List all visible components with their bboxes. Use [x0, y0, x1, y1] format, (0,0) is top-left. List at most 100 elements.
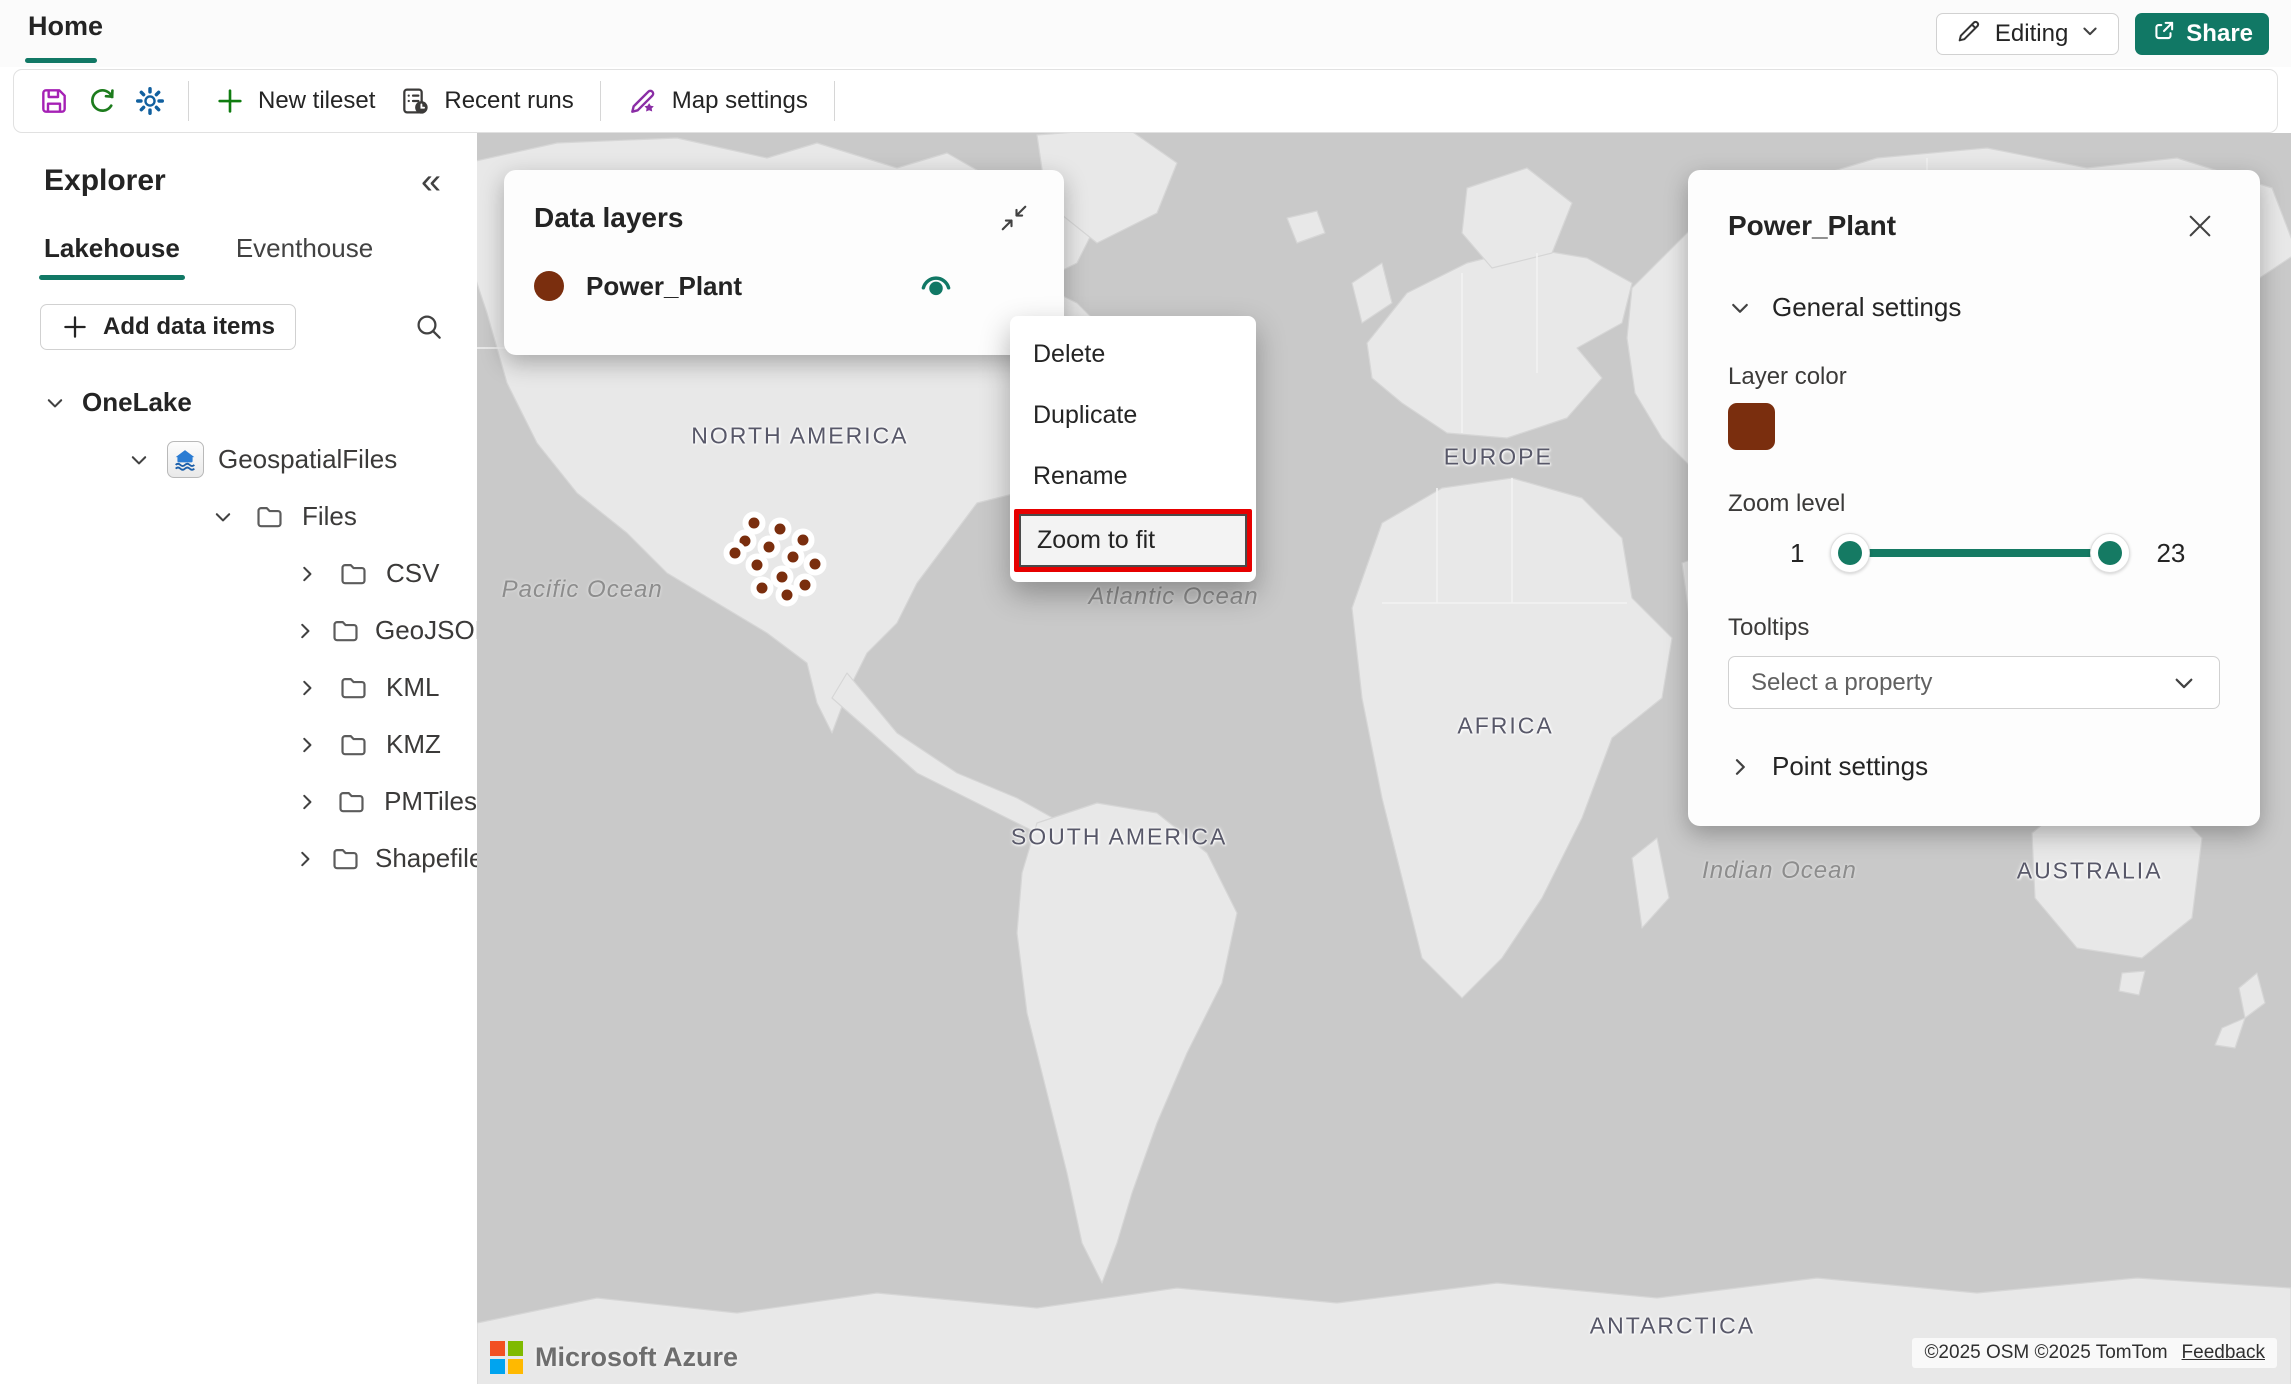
- collapse-panel-icon[interactable]: «: [420, 160, 441, 201]
- tree-item[interactable]: PMTiles: [0, 773, 477, 830]
- search-icon: [417, 315, 441, 339]
- chevron-icon[interactable]: [294, 620, 316, 642]
- chevron-icon[interactable]: [294, 563, 320, 585]
- layer-visibility-button[interactable]: [916, 266, 956, 306]
- feedback-link[interactable]: Feedback: [2181, 1342, 2265, 1363]
- context-menu-item[interactable]: Duplicate: [1015, 385, 1251, 446]
- main-content: Explorer « Lakehouse Eventhouse Add data…: [0, 133, 2291, 1384]
- landmass-iceland: [1286, 210, 1326, 244]
- context-menu-item-label: Rename: [1033, 462, 1128, 490]
- general-settings-section[interactable]: General settings: [1728, 292, 2220, 323]
- gear-icon: [136, 87, 164, 115]
- chevron-icon[interactable]: [210, 506, 236, 528]
- map-point[interactable]: [757, 535, 781, 559]
- context-menu-item[interactable]: Rename: [1015, 446, 1251, 507]
- slider-thumb-min[interactable]: [1830, 533, 1871, 573]
- close-button[interactable]: [2180, 206, 2220, 246]
- recent-runs-button[interactable]: Recent runs: [387, 77, 585, 125]
- top-header: Home Editing Share: [0, 0, 2291, 67]
- map-point[interactable]: [775, 583, 799, 607]
- context-menu-item[interactable]: Zoom to fit: [1014, 509, 1252, 572]
- chevron-down-icon: [2175, 678, 2193, 688]
- add-data-items-button[interactable]: Add data items: [40, 304, 297, 350]
- tree-item-label: Files: [302, 501, 357, 531]
- zoom-level-slider[interactable]: [1830, 532, 2131, 574]
- share-label: Share: [2186, 20, 2253, 47]
- item-icon: [166, 441, 204, 478]
- map-canvas[interactable]: NORTH AMERICA Pacific Ocean Atlantic Ocean…: [477, 133, 2291, 1384]
- item-icon: [334, 558, 372, 589]
- context-menu-item-label: Zoom to fit: [1037, 526, 1156, 554]
- close-icon: [2189, 215, 2211, 237]
- save-button[interactable]: [30, 77, 78, 125]
- tooltips-select[interactable]: Select a property: [1728, 656, 2220, 709]
- copyright-text: ©2025 OSM ©2025 TomTom: [1924, 1342, 2168, 1363]
- slider-track[interactable]: [1846, 549, 2115, 557]
- refresh-button[interactable]: [78, 77, 126, 125]
- tree-item[interactable]: GeospatialFiles: [0, 431, 477, 488]
- collapse-card-button[interactable]: [994, 198, 1034, 238]
- settings-button[interactable]: [126, 77, 174, 125]
- landmass-antarctica: [477, 1277, 2291, 1384]
- item-icon: [330, 843, 361, 874]
- slider-thumb-max[interactable]: [2090, 533, 2131, 573]
- border-africa-2: [1436, 478, 1513, 603]
- layer-row[interactable]: Power_Plant: [534, 266, 1034, 306]
- general-settings-label: General settings: [1772, 292, 1962, 322]
- toolbar-divider: [188, 81, 189, 121]
- landmass-madagascar: [1631, 837, 1670, 929]
- point-settings-section[interactable]: Point settings: [1728, 751, 2220, 782]
- folder-icon: [333, 621, 358, 642]
- recent-runs-label: Recent runs: [444, 87, 574, 114]
- folder-icon: [333, 849, 358, 870]
- map-point[interactable]: [793, 573, 817, 597]
- chevron-icon[interactable]: [294, 677, 320, 699]
- editing-mode-button[interactable]: Editing: [1935, 13, 2120, 55]
- pencil-icon: [1955, 17, 1983, 52]
- share-button[interactable]: Share: [2135, 13, 2269, 55]
- item-icon: [330, 615, 361, 646]
- new-tileset-label: New tileset: [258, 87, 376, 114]
- tree-item-label: KMZ: [386, 729, 441, 759]
- search-button[interactable]: [407, 305, 451, 349]
- chevron-icon[interactable]: [294, 791, 319, 813]
- chevron-icon[interactable]: [42, 392, 68, 414]
- folder-icon: [256, 507, 282, 528]
- map-point[interactable]: [803, 552, 827, 576]
- map-point[interactable]: [723, 541, 747, 565]
- azure-logo: Microsoft Azure: [490, 1341, 738, 1374]
- layer-color-swatch[interactable]: [1728, 403, 1775, 450]
- chevron-icon[interactable]: [126, 449, 152, 471]
- new-tileset-button[interactable]: New tileset: [203, 77, 387, 125]
- tree-item[interactable]: Shapefile: [0, 830, 483, 887]
- chevron-icon[interactable]: [294, 848, 316, 870]
- tree-item[interactable]: CSV: [0, 545, 477, 602]
- chevron-down-icon: [1732, 303, 1748, 313]
- tooltips-select-value: Select a property: [1751, 668, 1933, 696]
- map-attribution: ©2025 OSM ©2025 TomTom Feedback: [1912, 1338, 2277, 1368]
- map-point[interactable]: [742, 511, 766, 535]
- toolbar-divider: [833, 81, 835, 121]
- layer-color-label: Layer color: [1728, 363, 1847, 390]
- context-menu-item[interactable]: Delete: [1015, 324, 1251, 385]
- map-point[interactable]: [750, 576, 774, 600]
- map-settings-button[interactable]: Map settings: [615, 77, 820, 125]
- plus-icon: [64, 316, 86, 338]
- tab-home[interactable]: Home: [28, 11, 104, 41]
- map-point[interactable]: [768, 517, 792, 541]
- map-point[interactable]: [745, 553, 769, 577]
- tab-lakehouse[interactable]: Lakehouse: [39, 233, 185, 280]
- tree-item[interactable]: GeoJSON: [0, 602, 494, 659]
- tree-item[interactable]: KML: [0, 659, 477, 716]
- tree-item[interactable]: KMZ: [0, 716, 477, 773]
- map-point[interactable]: [781, 545, 805, 569]
- tree-item[interactable]: OneLake: [0, 374, 477, 431]
- tab-eventhouse[interactable]: Eventhouse: [235, 233, 374, 263]
- folder-icon: [340, 678, 366, 699]
- landmass-central-america: [831, 672, 1063, 834]
- chevron-icon[interactable]: [294, 734, 320, 756]
- landmass-africa: [1351, 477, 1673, 999]
- tree-item[interactable]: Files: [0, 488, 477, 545]
- layer-context-menu: Delete Duplicate Rename Zoom to fit: [1010, 316, 1256, 582]
- tree-item-label: OneLake: [82, 387, 192, 417]
